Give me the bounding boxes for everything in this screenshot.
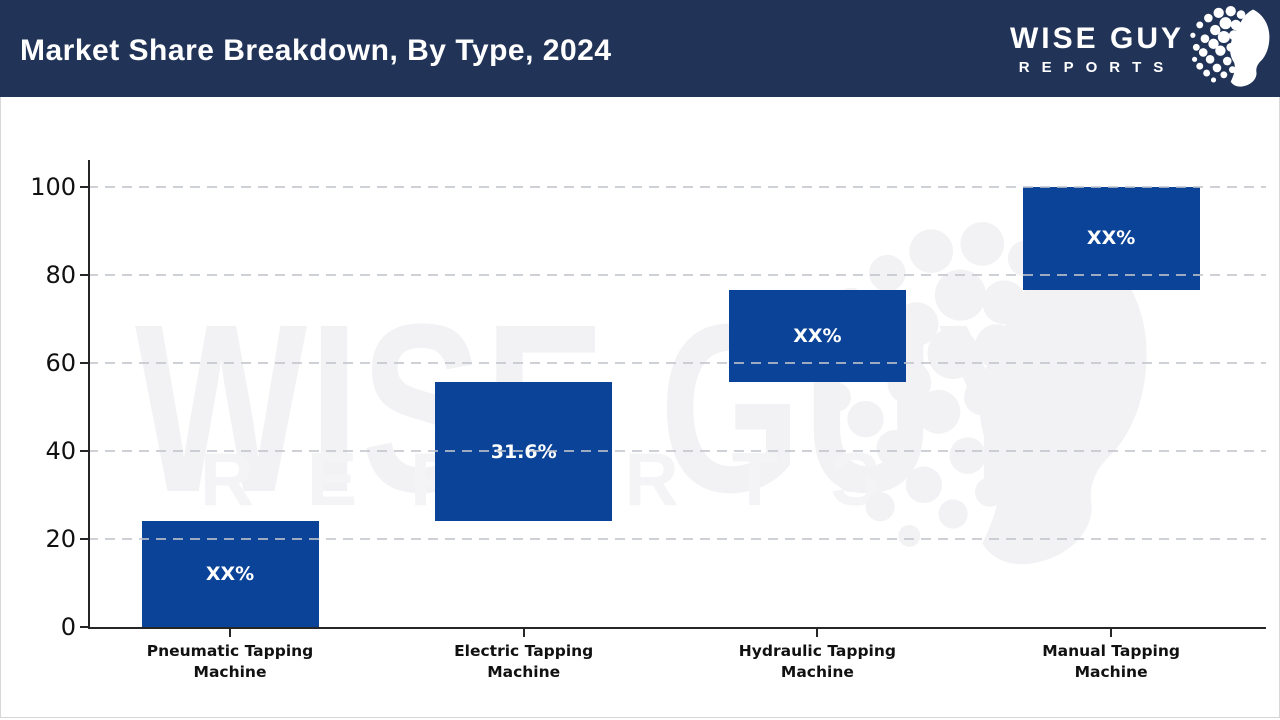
y-tick-mark: [80, 362, 88, 364]
x-category-label: Pneumatic Tapping Machine: [146, 642, 314, 681]
waterfall-chart: 0 20 40 60 80 100 XX% Pneumatic Tapping Machine…: [0, 97, 1280, 717]
y-tick-label: 0: [60, 613, 76, 641]
bar-segment: [1022, 187, 1200, 290]
logo-wordmark: WISE GUY: [1009, 21, 1184, 55]
y-axis: [88, 160, 90, 629]
x-tick-mark: [522, 629, 525, 637]
bar-segment: [728, 289, 906, 383]
y-tick-label: 40: [45, 437, 76, 465]
y-tick-mark: [80, 274, 88, 276]
header-bar: Market Share Breakdown, By Type, 2024 WI…: [0, 0, 1280, 97]
bar-value-label: XX%: [793, 325, 842, 348]
gridline: [88, 362, 1266, 364]
y-tick-mark: [80, 186, 88, 188]
gridline: [88, 450, 1266, 452]
page-title: Market Share Breakdown, By Type, 2024: [20, 34, 612, 67]
y-tick-mark: [80, 538, 88, 540]
x-tick-mark: [816, 629, 819, 637]
gridline: [88, 274, 1266, 276]
y-tick-mark: [80, 626, 88, 628]
y-tick-mark: [80, 450, 88, 452]
x-category-label: Hydraulic Tapping Machine: [738, 642, 896, 681]
logo-text: WISE GUY REPORTS: [1009, 21, 1184, 76]
wise-guy-face-icon: [1186, 6, 1272, 92]
logo-subtitle: REPORTS: [1018, 58, 1176, 76]
bar-value-label: XX%: [1086, 227, 1136, 250]
y-tick-label: 100: [30, 173, 76, 201]
x-tick-mark: [229, 629, 231, 637]
x-axis: [88, 627, 1266, 629]
x-category-label: Manual Tapping Machine: [1042, 642, 1180, 681]
y-tick-label: 80: [45, 261, 76, 289]
wise-guy-logo: WISE GUY REPORTS: [1010, 4, 1272, 94]
gridline: [88, 186, 1266, 188]
y-tick-label: 60: [45, 349, 76, 377]
x-tick-mark: [1110, 629, 1113, 637]
gridline: [88, 538, 1266, 540]
y-tick-label: 20: [45, 525, 76, 553]
bar-value-label: XX%: [205, 563, 255, 586]
x-category-label: Electric Tapping Machine: [454, 642, 594, 681]
